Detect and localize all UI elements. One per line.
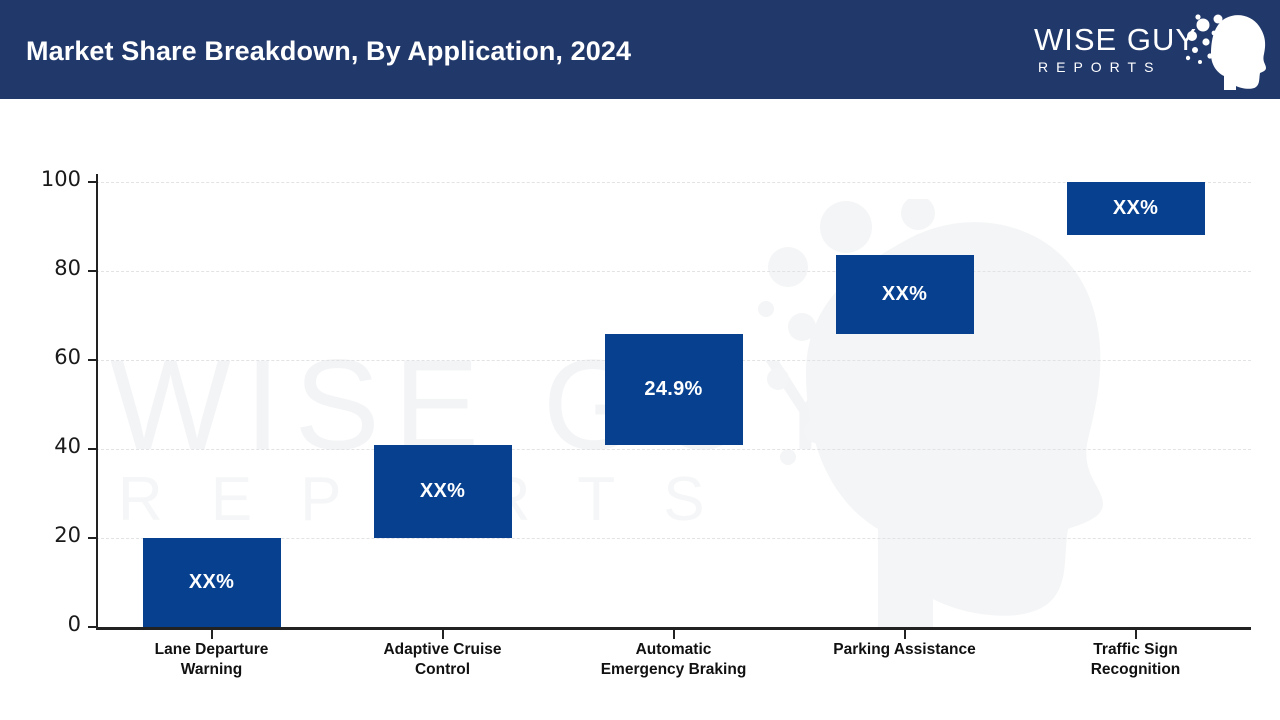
bar[interactable]: 24.9% xyxy=(604,333,743,445)
bar[interactable]: XX% xyxy=(835,255,974,334)
x-axis-tick xyxy=(441,630,444,639)
bar-value-label: XX% xyxy=(188,571,235,593)
bar-value-label: XX% xyxy=(1112,197,1159,220)
x-axis-label: Adaptive Cruise Control xyxy=(383,641,502,678)
y-axis-label: 60 xyxy=(54,345,81,369)
gridline xyxy=(96,449,1251,450)
gridline xyxy=(96,182,1251,183)
x-axis-tick xyxy=(903,630,906,639)
bar-value-label: XX% xyxy=(419,479,466,502)
x-axis-tick xyxy=(1134,630,1137,639)
x-axis-tick xyxy=(672,630,675,639)
bar[interactable]: XX% xyxy=(1066,182,1205,236)
y-axis-tick xyxy=(88,626,97,628)
gridline xyxy=(96,538,1251,539)
gridline xyxy=(96,271,1251,272)
y-axis-tick xyxy=(88,270,97,272)
x-axis-tick xyxy=(210,630,213,639)
x-axis-line xyxy=(96,627,1251,630)
bar-value-label: 24.9% xyxy=(644,377,703,400)
x-axis-label: Parking Assistance xyxy=(833,641,976,658)
y-axis-tick xyxy=(88,537,97,539)
x-axis-label: Traffic Sign Recognition xyxy=(1090,641,1181,678)
bar-value-label: XX% xyxy=(881,283,928,306)
wise-guy-head-profile-icon xyxy=(1186,14,1266,90)
x-axis-label: Lane Departure Warning xyxy=(154,641,269,678)
x-axis-label: Automatic Emergency Braking xyxy=(600,641,747,678)
logo-subword: REPORTS xyxy=(1038,59,1162,75)
bar[interactable]: XX% xyxy=(142,538,281,627)
chart-canvas: WISE GUY REPORTS xyxy=(0,99,1280,720)
y-axis-label: 20 xyxy=(54,523,81,547)
y-axis-tick xyxy=(88,181,97,183)
y-axis-tick xyxy=(88,359,97,361)
wise-guy-reports-logo: WISE GUY REPORTS xyxy=(1016,8,1274,92)
y-axis-line xyxy=(96,174,99,630)
y-axis-tick xyxy=(88,448,97,450)
page-title: Market Share Breakdown, By Application, … xyxy=(26,36,632,66)
page-header: Market Share Breakdown, By Application, … xyxy=(0,0,1280,99)
y-axis-label: 0 xyxy=(67,612,81,636)
bar[interactable]: XX% xyxy=(373,444,512,538)
y-axis-label: 100 xyxy=(40,167,81,191)
logo-wordmark: WISE GUY xyxy=(1034,22,1198,57)
y-axis-label: 80 xyxy=(54,256,81,280)
y-axis-label: 40 xyxy=(54,434,81,458)
